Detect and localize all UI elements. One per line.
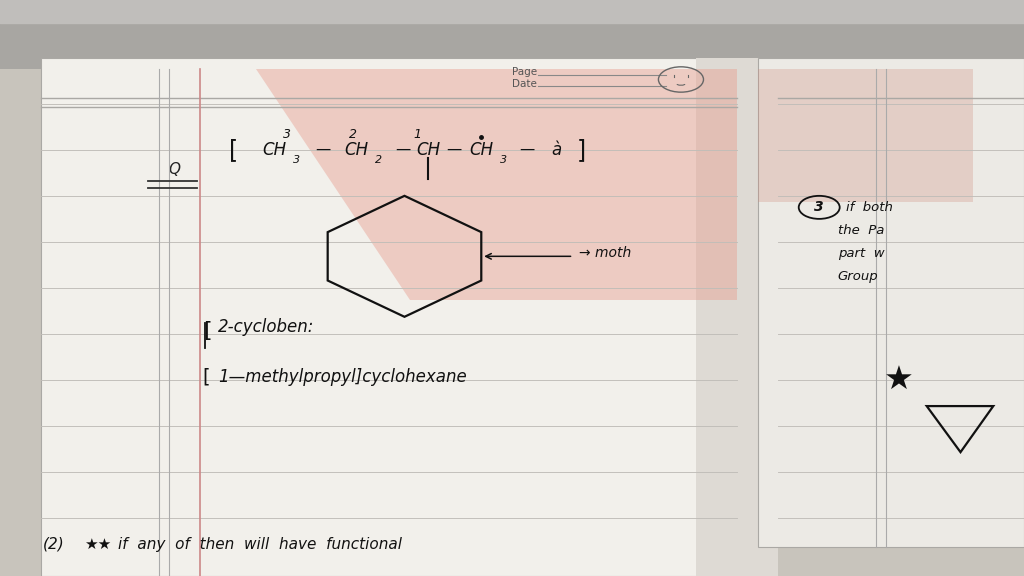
FancyBboxPatch shape xyxy=(758,58,1024,547)
Text: 3: 3 xyxy=(283,128,291,141)
Text: 2: 2 xyxy=(376,155,382,165)
Text: à: à xyxy=(551,141,561,159)
Text: 1—methylpropyl]cyclohexane: 1—methylpropyl]cyclohexane xyxy=(218,368,467,386)
Text: ]: ] xyxy=(578,138,586,162)
Text: —: — xyxy=(395,142,410,157)
Text: the  Pa: the Pa xyxy=(838,224,884,237)
Text: CH: CH xyxy=(416,141,440,159)
Text: Q: Q xyxy=(168,162,180,177)
Text: ★★: ★★ xyxy=(84,537,112,552)
Text: → moth: → moth xyxy=(579,247,631,260)
Text: —: — xyxy=(315,142,330,157)
Text: 2: 2 xyxy=(349,128,357,141)
Text: [: [ xyxy=(229,138,238,162)
Text: —: — xyxy=(520,142,535,157)
Text: [: [ xyxy=(203,321,211,341)
Text: if  both: if both xyxy=(846,201,893,214)
Text: CH: CH xyxy=(344,141,369,159)
Text: 3: 3 xyxy=(294,155,300,165)
Text: ★: ★ xyxy=(884,363,914,397)
Text: 1: 1 xyxy=(414,128,422,141)
Text: 3: 3 xyxy=(814,200,824,214)
Text: Page: Page xyxy=(512,67,538,77)
Text: if  any  of  then  will  have  functional: if any of then will have functional xyxy=(118,537,401,552)
Text: 3: 3 xyxy=(501,155,507,165)
Text: 2-cycloben:: 2-cycloben: xyxy=(218,318,314,336)
Polygon shape xyxy=(758,69,973,202)
Text: [: [ xyxy=(203,368,210,386)
Text: —: — xyxy=(446,142,461,157)
Text: CH: CH xyxy=(262,141,287,159)
FancyBboxPatch shape xyxy=(696,58,778,576)
Polygon shape xyxy=(256,69,737,300)
Text: Date: Date xyxy=(512,78,537,89)
FancyBboxPatch shape xyxy=(0,0,1024,69)
Text: Group: Group xyxy=(838,270,879,283)
Text: (2): (2) xyxy=(43,537,65,552)
FancyBboxPatch shape xyxy=(41,58,758,576)
Text: part  w: part w xyxy=(838,247,885,260)
Text: CH: CH xyxy=(469,141,494,159)
